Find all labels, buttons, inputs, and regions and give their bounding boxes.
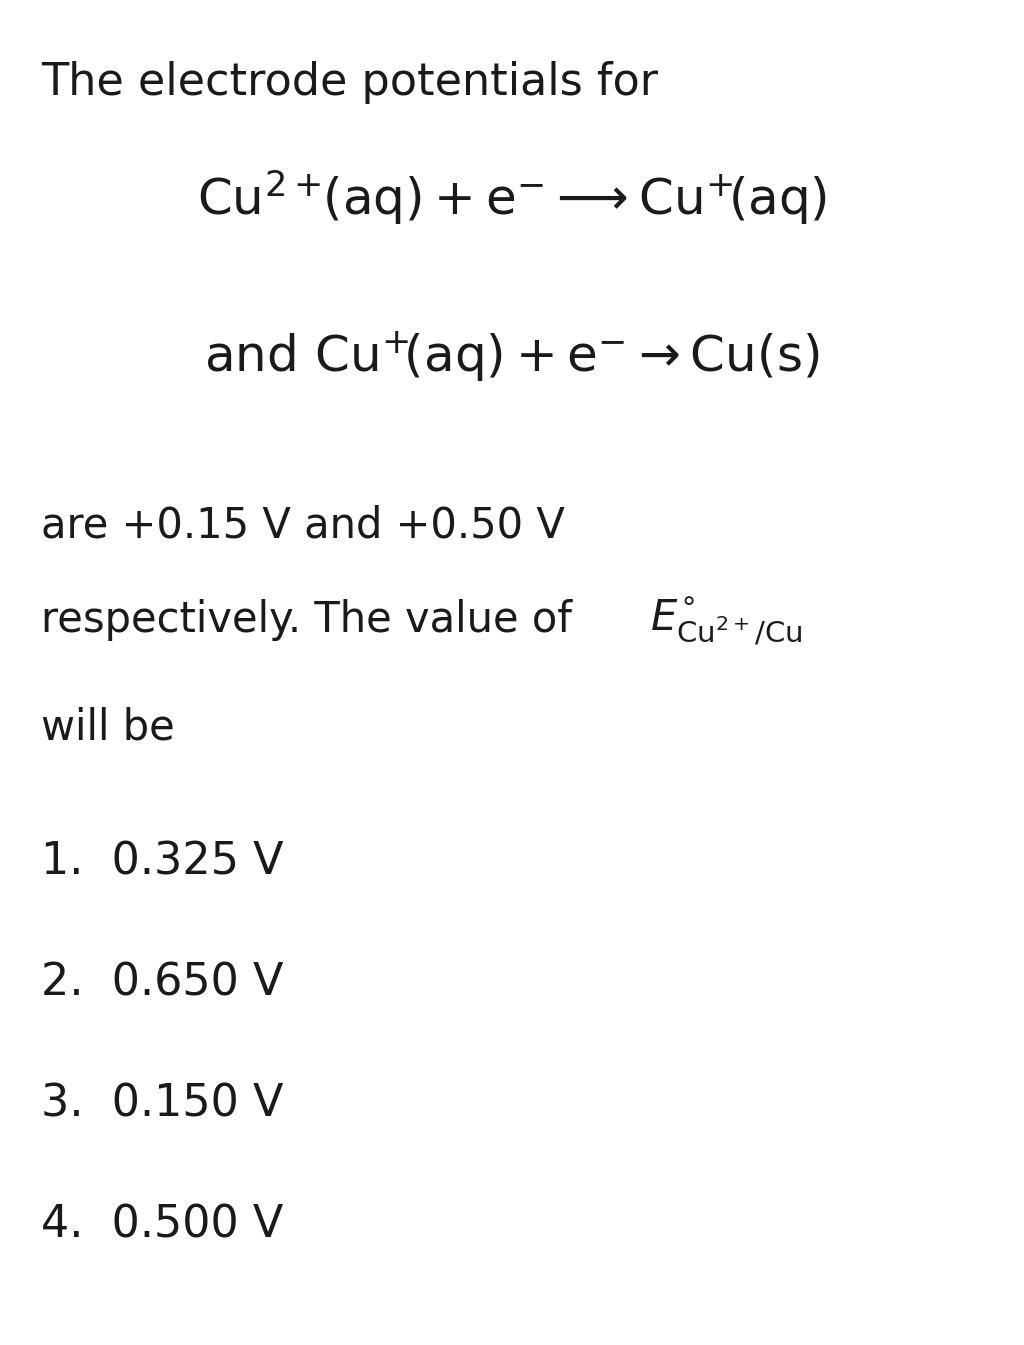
Text: are +0.15 V and +0.50 V: are +0.15 V and +0.50 V (41, 504, 565, 546)
Text: $\mathrm{Cu}^{2+}\!\left(\mathrm{aq}\right) + \mathrm{e}^{-} \longrightarrow \ma: $\mathrm{Cu}^{2+}\!\left(\mathrm{aq}\rig… (197, 168, 827, 227)
Text: 4.  0.500 V: 4. 0.500 V (41, 1204, 284, 1247)
Text: 1.  0.325 V: 1. 0.325 V (41, 841, 284, 884)
Text: The electrode potentials for: The electrode potentials for (41, 61, 658, 104)
Text: $\mathrm{and}\ \mathrm{Cu}^{+}\!\left(\mathrm{aq}\right) + \mathrm{e}^{-} \right: $\mathrm{and}\ \mathrm{Cu}^{+}\!\left(\m… (205, 330, 819, 385)
Text: 2.  0.650 V: 2. 0.650 V (41, 962, 284, 1005)
Text: will be: will be (41, 706, 175, 748)
Text: 3.  0.150 V: 3. 0.150 V (41, 1083, 284, 1126)
Text: respectively. The value of: respectively. The value of (41, 599, 585, 640)
Text: $E^{\circ}_{\mathrm{Cu}^{2+}/\mathrm{Cu}}$: $E^{\circ}_{\mathrm{Cu}^{2+}/\mathrm{Cu}… (650, 594, 803, 647)
